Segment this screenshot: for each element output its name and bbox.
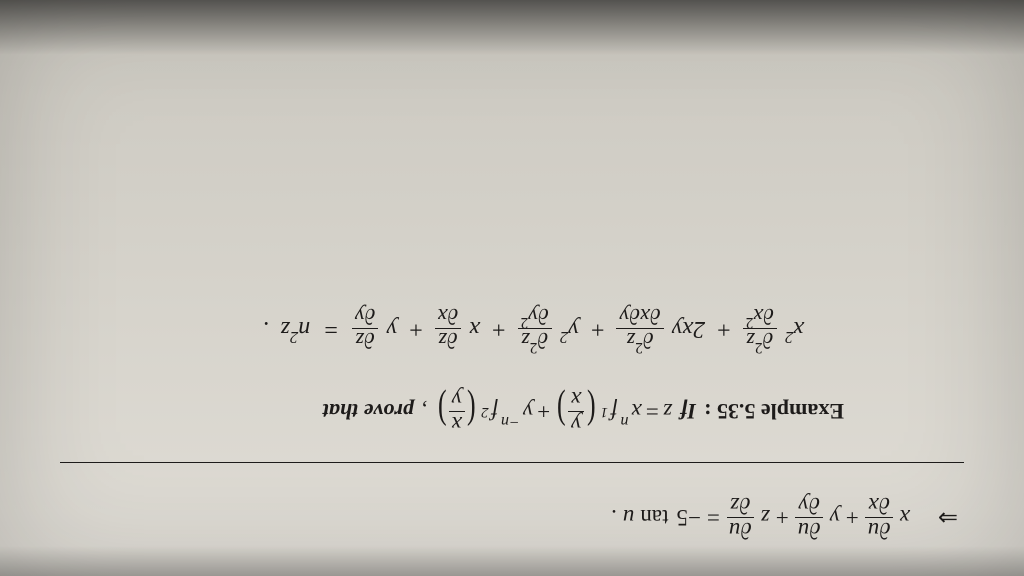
du-dy: ∂u ∂y xyxy=(795,493,824,542)
f2: f xyxy=(492,398,498,424)
t3-den: ∂y2 xyxy=(518,305,552,329)
t4-num: ∂z xyxy=(435,329,460,352)
lparen-1: ( xyxy=(587,395,596,427)
t3-num: ∂2z xyxy=(518,329,551,352)
dz-dy: ∂z ∂y xyxy=(352,305,379,352)
bottom-edge-shadow xyxy=(0,0,1024,55)
z-definition: z = xn f1 ( y x ) + y−n f2 ( xyxy=(435,386,672,435)
comma: , xyxy=(422,398,428,424)
arg-y-over-x: ( y x ) xyxy=(555,386,598,435)
f1: f xyxy=(611,398,617,424)
t1-den: ∂x2 xyxy=(743,305,777,329)
t5-coef: y xyxy=(386,315,397,342)
t2-den: ∂x∂y xyxy=(616,305,663,329)
t4-coef: x xyxy=(469,315,480,342)
coef-y: y xyxy=(830,504,840,530)
plus-1: + xyxy=(846,504,859,530)
example-statement: Example 5.35 : If z = xn f1 ( y x ) + y−… xyxy=(60,386,844,435)
implies-arrow: ⇒ xyxy=(938,503,958,532)
minus-5: −5 xyxy=(676,504,700,530)
dz-dx: ∂z ∂x xyxy=(435,305,462,352)
t5-num: ∂z xyxy=(352,329,377,352)
euler-equation: x ∂u ∂x + y ∂u ∂y + z ∂u ∂z = −5 xyxy=(611,493,910,542)
eq-sign: = xyxy=(645,398,661,424)
coef-x: x xyxy=(900,504,910,530)
period-1: . xyxy=(611,504,617,530)
du-dz-den: ∂z xyxy=(727,493,753,518)
z-var: z xyxy=(663,398,672,424)
equals-1: = xyxy=(707,504,720,530)
plus-2: + xyxy=(776,504,789,530)
coef-z: z xyxy=(761,504,770,530)
plus-d: + xyxy=(405,315,427,342)
t2-num: ∂2z xyxy=(624,329,657,352)
tan: tan xyxy=(640,504,670,530)
period-2: . xyxy=(263,315,269,342)
frac-x-y: x y xyxy=(449,386,465,435)
du-dy-den: ∂y xyxy=(795,493,823,518)
equals-pde: = xyxy=(318,315,344,342)
t5-den: ∂y xyxy=(352,305,379,329)
page-rotated: ⇒ x ∂u ∂x + y ∂u ∂y + z ∂u ∂z = xyxy=(0,0,1024,576)
du-dy-num: ∂u xyxy=(795,518,824,542)
arg-x-over-y: ( x y ) xyxy=(435,386,478,435)
du-dx-den: ∂x xyxy=(865,493,893,518)
rparen-1: ) xyxy=(557,395,566,427)
prove-that: prove that xyxy=(323,398,414,424)
frac-y-x: y x xyxy=(568,386,584,435)
rhs: n2z xyxy=(281,315,311,342)
neg-n-exp: −n xyxy=(501,412,520,430)
du-dz: ∂u ∂z xyxy=(726,493,755,542)
plus-b: + xyxy=(587,315,609,342)
f2-sub: 2 xyxy=(481,403,488,420)
du-dx: ∂u ∂x xyxy=(865,493,894,542)
rparen-2: ) xyxy=(438,395,447,427)
xy-num: x xyxy=(449,412,465,436)
pde-equation: x2 ∂2z ∂x2 + 22xyxy ∂2z ∂x∂y + y2 ∂2z ∂y… xyxy=(60,305,804,352)
section-rule xyxy=(60,462,964,463)
yx-num: y xyxy=(568,412,584,436)
u-var: u xyxy=(623,504,635,530)
plus-mid: + xyxy=(536,398,552,424)
f1-sub: 1 xyxy=(601,403,608,420)
if-word: If xyxy=(680,398,696,424)
yx-den: x xyxy=(568,386,584,411)
xy-den: y xyxy=(449,386,465,411)
t2-coef: 22xyxy xyxy=(672,315,705,342)
t1-coef: x2 xyxy=(785,315,804,342)
t4-den: ∂x xyxy=(435,305,462,329)
paper-content: ⇒ x ∂u ∂x + y ∂u ∂y + z ∂u ∂z = xyxy=(0,50,1024,576)
d2z-dxdy: ∂2z ∂x∂y xyxy=(616,305,663,352)
y-base: y xyxy=(523,398,533,424)
t1-num: ∂2z xyxy=(743,329,776,352)
x-base: x xyxy=(631,398,641,424)
d2z-dx2: ∂2z ∂x2 xyxy=(743,305,777,352)
plus-c: + xyxy=(488,315,510,342)
d2z-dy2: ∂2z ∂y2 xyxy=(518,305,552,352)
du-dz-num: ∂u xyxy=(726,518,755,542)
lparen-2: ( xyxy=(467,395,476,427)
example-label: Example 5.35 : xyxy=(704,398,844,424)
n-exp: n xyxy=(620,412,628,430)
plus-a: + xyxy=(713,315,735,342)
result-line: ⇒ x ∂u ∂x + y ∂u ∂y + z ∂u ∂z = xyxy=(60,493,958,542)
t3-coef: y2 xyxy=(560,315,579,342)
du-dx-num: ∂u xyxy=(865,518,894,542)
